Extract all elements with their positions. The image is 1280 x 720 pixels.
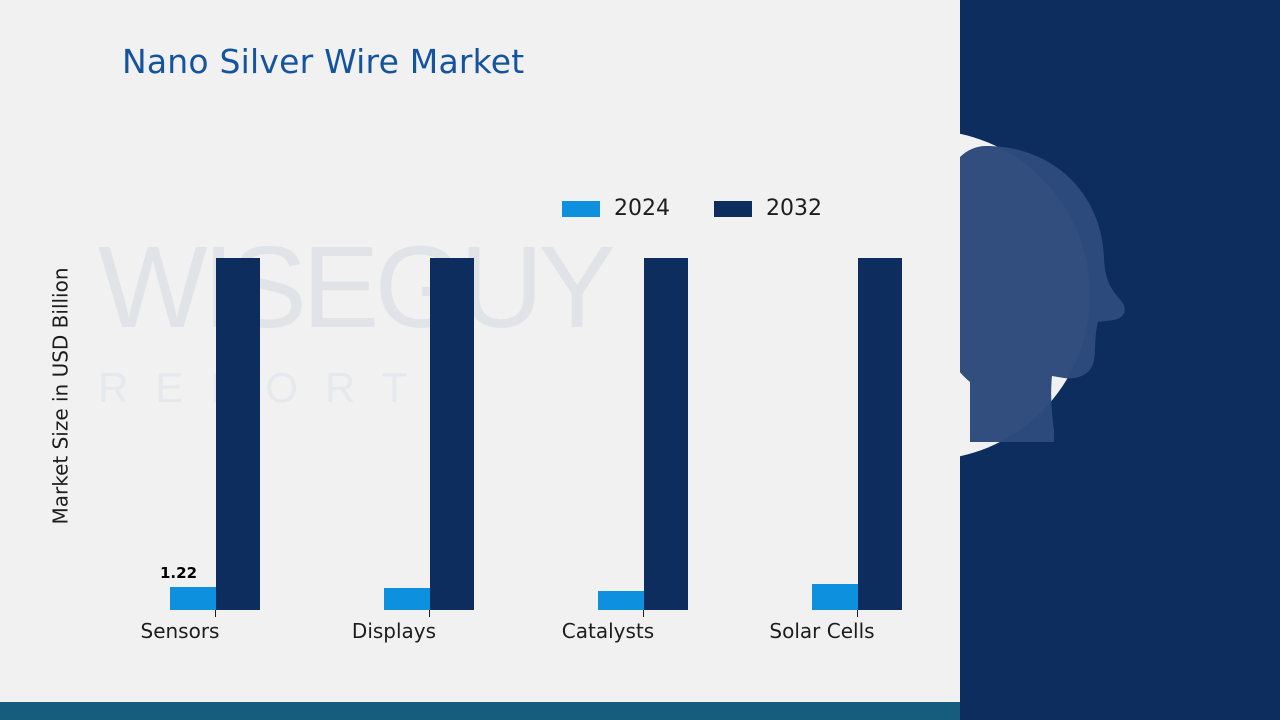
bar-2024[interactable] <box>812 584 858 610</box>
page-title: Nano Silver Wire Market <box>122 42 525 81</box>
footer-accent-bar <box>0 702 960 720</box>
legend-label-2024: 2024 <box>614 196 670 221</box>
x-axis-tick <box>429 610 430 617</box>
legend-swatch-2032 <box>714 200 752 217</box>
y-axis-label: Market Size in USD Billion <box>48 212 74 580</box>
brand-panel: WISEGUY REPORTS <box>960 0 1280 720</box>
bar-2032[interactable] <box>216 258 260 610</box>
bar-group: 1.22 Sensors <box>92 254 268 643</box>
head-silhouette-icon <box>960 146 1125 442</box>
bar-data-label: 1.22 <box>160 564 198 582</box>
legend-item-2024[interactable]: 2024 <box>562 196 670 221</box>
chart-legend: 2024 2032 <box>562 196 822 221</box>
legend-item-2032[interactable]: 2032 <box>714 196 822 221</box>
bar-2032[interactable] <box>430 258 474 610</box>
bar-2024[interactable] <box>170 587 216 610</box>
bar-2024[interactable] <box>384 588 430 610</box>
x-axis-category-label: Catalysts <box>561 619 655 643</box>
bar-group: Catalysts <box>520 254 696 643</box>
legend-label-2032: 2032 <box>766 196 822 221</box>
x-axis-category-label: Sensors <box>140 619 220 643</box>
plot-area: Market Size in USD Billion 2024 2032 1.2… <box>48 196 930 643</box>
y-axis-label-text: Market Size in USD Billion <box>49 267 73 525</box>
x-axis-category-label: Solar Cells <box>769 619 875 643</box>
x-axis-category-label: Displays <box>351 619 437 643</box>
legend-swatch-2024 <box>562 200 600 217</box>
bar-group: Solar Cells <box>734 254 910 643</box>
bar-group: Displays <box>306 254 482 643</box>
x-axis-tick <box>857 610 858 617</box>
bar-2032[interactable] <box>858 258 902 610</box>
bar-2024[interactable] <box>598 591 644 610</box>
x-axis-tick <box>643 610 644 617</box>
x-axis-tick <box>215 610 216 617</box>
bar-2032[interactable] <box>644 258 688 610</box>
bar-groups: 1.22 Sensors Displays Catalysts Solar Cells <box>92 250 930 643</box>
